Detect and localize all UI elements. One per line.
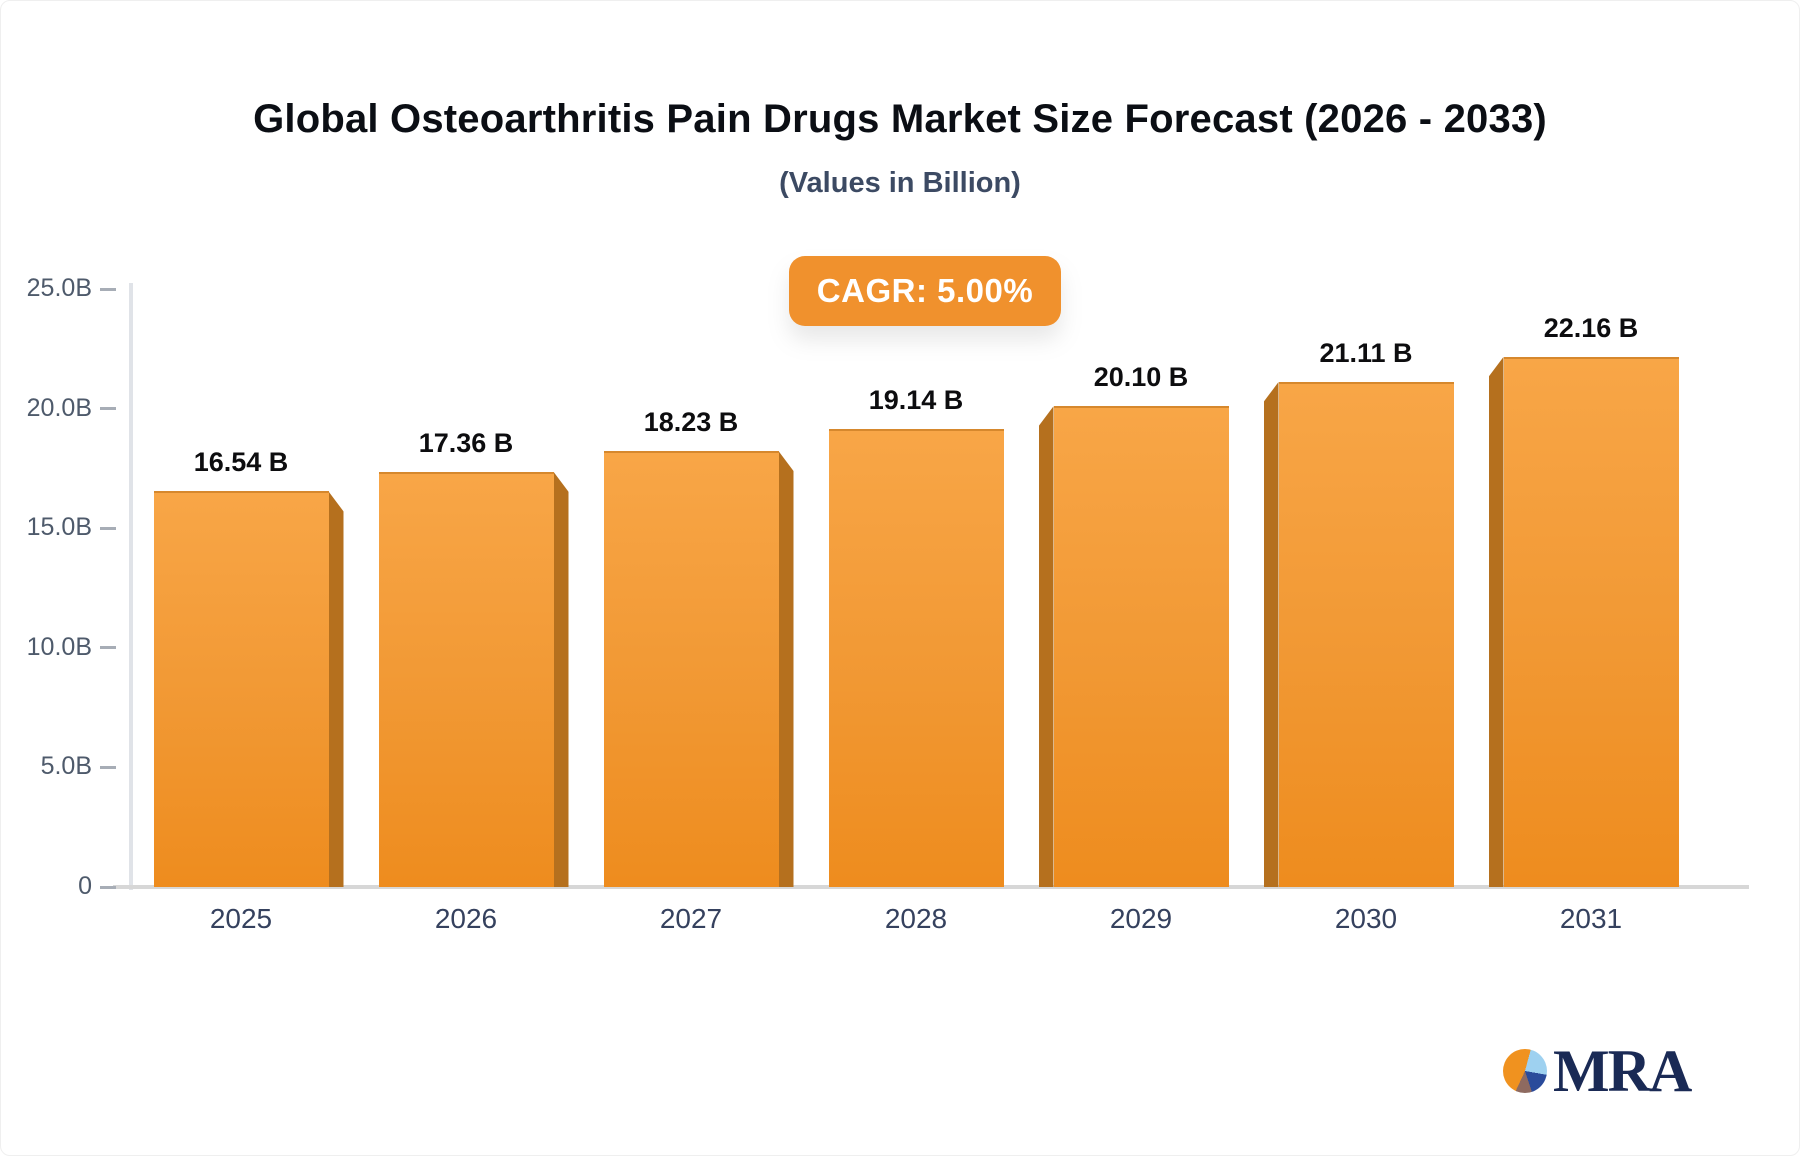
bar-value-label: 16.54 B: [193, 447, 289, 478]
x-axis-baseline: [113, 885, 1749, 889]
y-axis-tick: [100, 526, 116, 530]
y-axis-line: [129, 283, 133, 890]
bar-value-label: 19.14 B: [868, 385, 964, 416]
bar-3d-side: [328, 491, 344, 887]
bar-value-label: 22.16 B: [1543, 312, 1639, 343]
x-axis-category-label: 2025: [209, 903, 273, 934]
logo-text: MRA: [1553, 1038, 1692, 1104]
cagr-badge-label: CAGR: 5.00%: [816, 272, 1034, 309]
bar-3d-side: [1263, 382, 1279, 887]
y-axis-tick-label: 10.0B: [26, 632, 92, 661]
mra-logo: MRA: [1503, 1038, 1692, 1104]
y-axis-tick: [100, 646, 116, 650]
bar-value-label: 20.10 B: [1093, 362, 1189, 393]
cagr-badge: CAGR: 5.00%: [789, 256, 1061, 326]
bar-2026: [378, 471, 554, 887]
y-axis-tick: [100, 407, 116, 411]
y-axis-tick-label: 25.0B: [26, 274, 92, 302]
x-axis-category-label: 2027: [659, 903, 723, 934]
bar-3d-side: [778, 450, 794, 887]
y-axis-tick: [100, 885, 116, 889]
bar-value-label: 17.36 B: [418, 427, 514, 458]
y-axis-tick-label: 15.0B: [26, 513, 92, 542]
y-axis-tick-label: 0: [78, 872, 92, 900]
bar-value-label: 21.11 B: [1319, 338, 1413, 369]
chart-title: Global Osteoarthritis Pain Drugs Market …: [253, 97, 1547, 141]
bar-2025: [153, 491, 329, 887]
bar-2030: [1278, 382, 1454, 887]
bar-2028: [828, 429, 1004, 887]
y-axis-tick: [100, 765, 116, 769]
bar-2029: [1053, 406, 1229, 887]
x-axis-category-label: 2029: [1109, 903, 1173, 934]
bar-3d-side: [553, 471, 569, 887]
x-axis-category-label: 2026: [434, 903, 498, 934]
bar-2031: [1503, 356, 1679, 887]
x-axis-category-label: 2028: [884, 903, 948, 934]
bar-value-label: 18.23 B: [643, 406, 739, 437]
x-axis-category-label: 2031: [1559, 903, 1623, 934]
chart-subtitle: (Values in Billion): [779, 167, 1021, 199]
x-axis-category-label: 2030: [1334, 903, 1398, 934]
y-axis-tick: [100, 287, 116, 291]
bar-3d-side: [1038, 406, 1054, 887]
pie-chart-logo-icon: [1503, 1049, 1547, 1093]
bar-2027: [603, 450, 779, 887]
y-axis-tick-label: 20.0B: [26, 393, 92, 422]
bar-3d-side: [1488, 356, 1504, 887]
y-axis-tick-label: 5.0B: [40, 752, 92, 781]
